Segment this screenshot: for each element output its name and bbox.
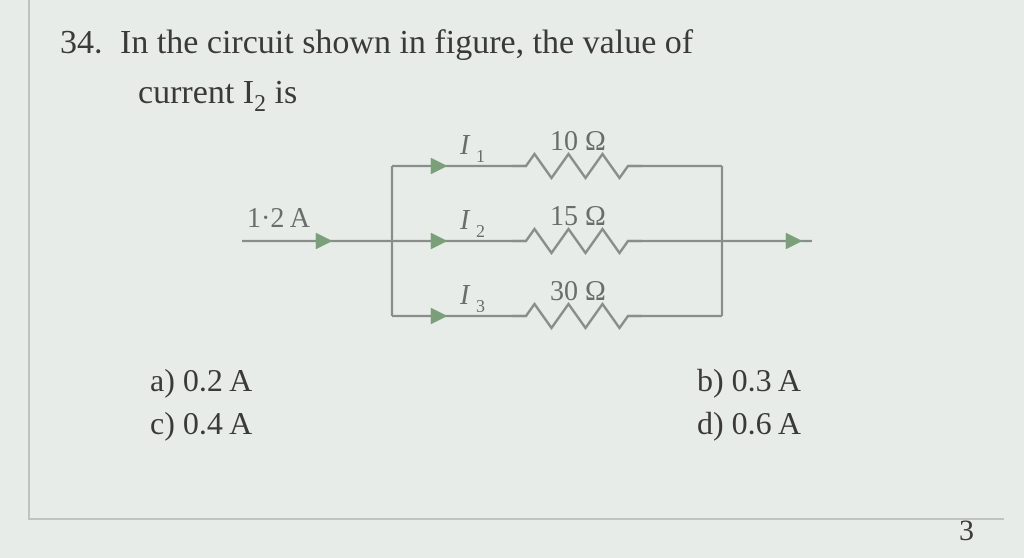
option-d: d) 0.6 A (697, 405, 984, 442)
question-var: I2 (243, 74, 266, 111)
option-d-value: 0.6 A (732, 405, 801, 441)
question-text-2b: is (266, 74, 297, 111)
page: 34.In the circuit shown in figure, the v… (0, 0, 1024, 558)
circuit-svg: 1·2 AI110 ΩI215 ΩI330 Ω (212, 126, 832, 356)
option-c-value: 0.4 A (183, 405, 252, 441)
svg-text:10 Ω: 10 Ω (550, 126, 606, 157)
svg-text:3: 3 (476, 296, 485, 316)
svg-text:I: I (459, 280, 471, 311)
svg-text:15 Ω: 15 Ω (550, 201, 606, 232)
svg-text:1·2 A: 1·2 A (247, 203, 311, 234)
page-left-rule (28, 0, 30, 520)
question-line-1: 34.In the circuit shown in figure, the v… (60, 20, 984, 66)
svg-text:I: I (459, 130, 471, 161)
question-line-2: current I2 is (60, 70, 984, 120)
option-b: b) 0.3 A (697, 362, 984, 399)
svg-text:I: I (459, 205, 471, 236)
question-text-2a: current (138, 74, 243, 111)
question-text-1: In the circuit shown in figure, the valu… (120, 24, 693, 61)
page-bottom-rule (28, 518, 1004, 520)
option-c: c) 0.4 A (150, 405, 437, 442)
svg-text:30 Ω: 30 Ω (550, 276, 606, 307)
svg-text:2: 2 (476, 221, 485, 241)
option-b-value: 0.3 A (732, 362, 801, 398)
svg-text:1: 1 (476, 146, 485, 166)
options-grid: a) 0.2 A b) 0.3 A c) 0.4 A d) 0.6 A (60, 362, 984, 442)
page-footer-number: 3 (959, 514, 974, 548)
option-a: a) 0.2 A (150, 362, 437, 399)
question-number: 34. (60, 20, 120, 66)
var-sub: 2 (254, 91, 266, 117)
option-a-value: 0.2 A (183, 362, 252, 398)
var-I: I (243, 74, 254, 111)
circuit-diagram: 1·2 AI110 ΩI215 ΩI330 Ω (60, 126, 984, 356)
